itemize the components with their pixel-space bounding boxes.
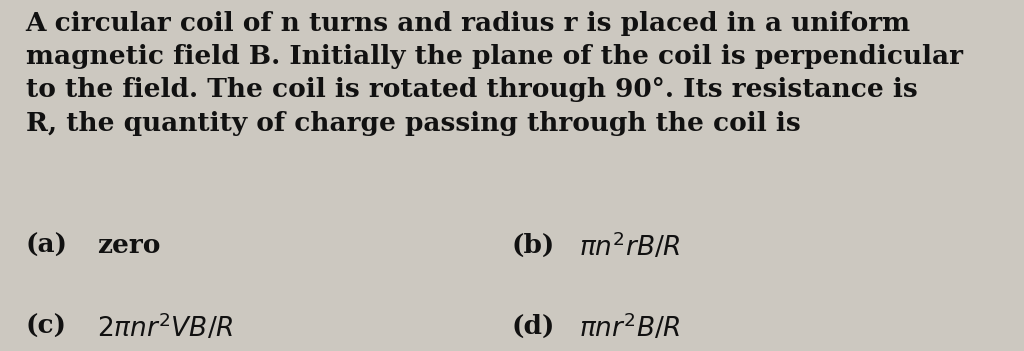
Text: $2\pi n r^2 VB / R$: $2\pi n r^2 VB / R$ bbox=[97, 311, 233, 342]
Text: zero: zero bbox=[97, 233, 161, 258]
Text: $\pi n r^2 B / R$: $\pi n r^2 B / R$ bbox=[579, 311, 680, 342]
Text: (d): (d) bbox=[512, 314, 555, 339]
Text: (c): (c) bbox=[26, 314, 67, 339]
Text: A circular coil of n turns and radius r is placed in a uniform
magnetic field B.: A circular coil of n turns and radius r … bbox=[26, 11, 963, 136]
Text: $\pi n^2 r B / R$: $\pi n^2 r B / R$ bbox=[579, 231, 680, 261]
Text: (b): (b) bbox=[512, 233, 555, 258]
Text: (a): (a) bbox=[26, 233, 68, 258]
